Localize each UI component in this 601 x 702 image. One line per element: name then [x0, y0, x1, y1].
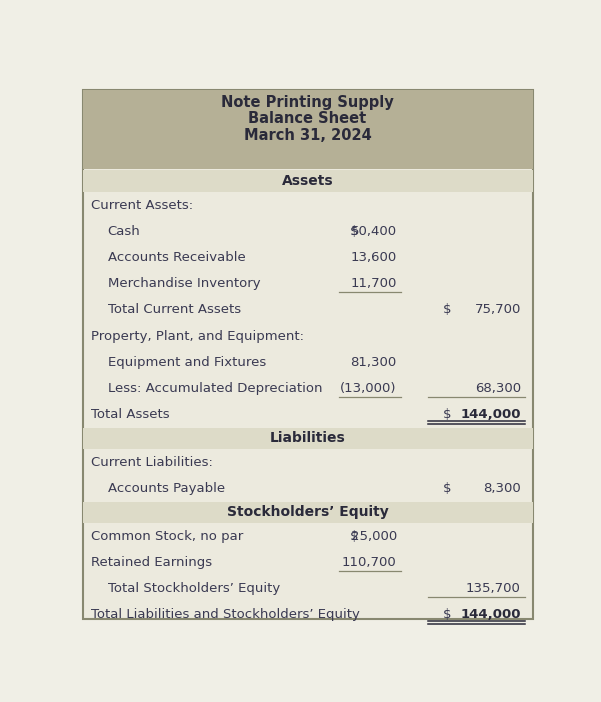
Text: 13,600: 13,600: [350, 251, 397, 264]
Text: Total Liabilities and Stockholders’ Equity: Total Liabilities and Stockholders’ Equi…: [91, 608, 359, 621]
Bar: [83, 502, 533, 523]
Text: Merchandise Inventory: Merchandise Inventory: [108, 277, 260, 290]
Text: Liabilities: Liabilities: [270, 432, 346, 446]
Text: Accounts Receivable: Accounts Receivable: [108, 251, 245, 264]
Text: Equipment and Fixtures: Equipment and Fixtures: [108, 356, 266, 369]
Text: 25,000: 25,000: [350, 530, 397, 543]
Text: Total Assets: Total Assets: [91, 408, 169, 421]
Bar: [83, 428, 533, 449]
Text: $: $: [444, 482, 452, 495]
Text: Current Liabilities:: Current Liabilities:: [91, 456, 213, 469]
Text: Current Assets:: Current Assets:: [91, 199, 193, 211]
Text: Balance Sheet: Balance Sheet: [248, 112, 367, 126]
Text: Accounts Payable: Accounts Payable: [108, 482, 225, 495]
Text: Assets: Assets: [282, 174, 334, 188]
Text: Stockholders’ Equity: Stockholders’ Equity: [227, 505, 388, 519]
Bar: [83, 171, 533, 192]
Text: 11,700: 11,700: [350, 277, 397, 290]
Text: 81,300: 81,300: [350, 356, 397, 369]
Text: Note Printing Supply: Note Printing Supply: [221, 95, 394, 110]
Text: $: $: [350, 225, 359, 238]
Text: 75,700: 75,700: [474, 303, 520, 317]
Text: Common Stock, no par: Common Stock, no par: [91, 530, 243, 543]
Text: Cash: Cash: [108, 225, 141, 238]
Text: March 31, 2024: March 31, 2024: [244, 128, 371, 143]
Text: 50,400: 50,400: [350, 225, 397, 238]
Text: $: $: [444, 608, 452, 621]
Text: Property, Plant, and Equipment:: Property, Plant, and Equipment:: [91, 329, 304, 343]
Bar: [83, 91, 533, 169]
Text: Total Current Assets: Total Current Assets: [108, 303, 241, 317]
Text: 135,700: 135,700: [466, 582, 520, 595]
Text: Less: Accumulated Depreciation: Less: Accumulated Depreciation: [108, 382, 322, 395]
Text: Total Stockholders’ Equity: Total Stockholders’ Equity: [108, 582, 280, 595]
Text: $: $: [350, 530, 359, 543]
Text: Retained Earnings: Retained Earnings: [91, 556, 212, 569]
Text: 110,700: 110,700: [342, 556, 397, 569]
Text: (13,000): (13,000): [340, 382, 397, 395]
Text: 68,300: 68,300: [475, 382, 520, 395]
Text: 144,000: 144,000: [460, 608, 520, 621]
Text: $: $: [444, 303, 452, 317]
Text: 144,000: 144,000: [460, 408, 520, 421]
Text: 8,300: 8,300: [483, 482, 520, 495]
Text: $: $: [444, 408, 452, 421]
